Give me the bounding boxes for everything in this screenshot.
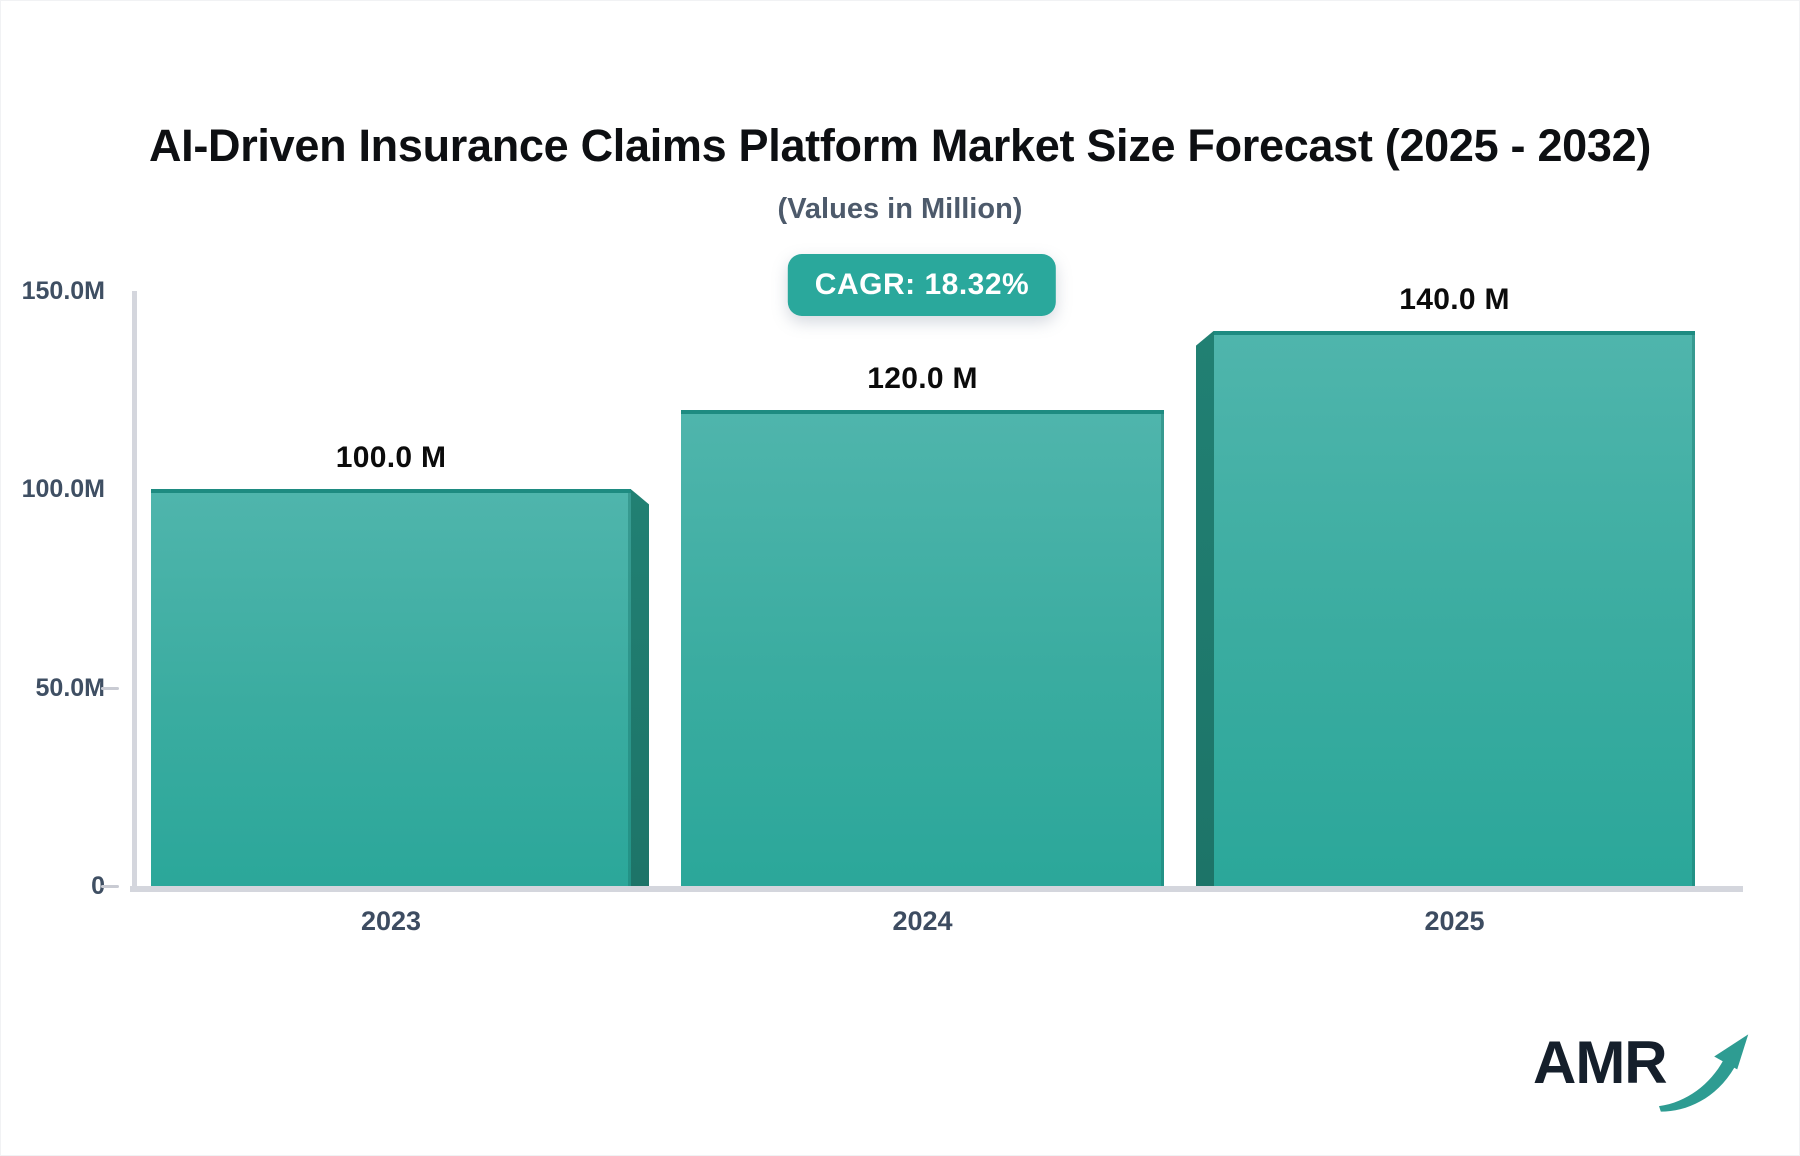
bar-2023 bbox=[151, 489, 649, 886]
amr-logo: AMR bbox=[1533, 1033, 1757, 1119]
chart-title: AI-Driven Insurance Claims Platform Mark… bbox=[148, 120, 1652, 171]
y-tick-dash-0 bbox=[101, 885, 119, 888]
x-label-2025: 2025 bbox=[1424, 906, 1485, 936]
x-label-2023: 2023 bbox=[360, 906, 422, 936]
bar-side-3d bbox=[631, 489, 649, 886]
trend-up-arrow-icon bbox=[1658, 1034, 1748, 1112]
y-tick-label-50: 50.0M bbox=[35, 673, 105, 702]
bar-2024 bbox=[681, 410, 1164, 886]
chart-subtitle: (Values in Million) bbox=[777, 193, 1023, 225]
y-tick-dash-50 bbox=[101, 686, 119, 690]
y-axis-line bbox=[132, 291, 137, 891]
value-label-2025: 140.0 M bbox=[1399, 282, 1510, 316]
x-label-2024: 2024 bbox=[892, 906, 953, 936]
cagr-badge: CAGR: 18.32% bbox=[787, 254, 1057, 316]
x-axis-line bbox=[130, 886, 1743, 892]
value-label-2023: 100.0 M bbox=[335, 441, 447, 475]
bar-2025 bbox=[1196, 330, 1695, 886]
y-tick-label-100: 100.0M bbox=[21, 475, 105, 504]
value-label-2024: 120.0 M bbox=[867, 362, 978, 395]
y-tick-label-0: 0 bbox=[91, 872, 105, 900]
amr-logo-text: AMR bbox=[1533, 1029, 1668, 1096]
y-tick-label-150: 150.0M bbox=[21, 277, 105, 305]
bar-side-3d bbox=[1196, 330, 1214, 886]
